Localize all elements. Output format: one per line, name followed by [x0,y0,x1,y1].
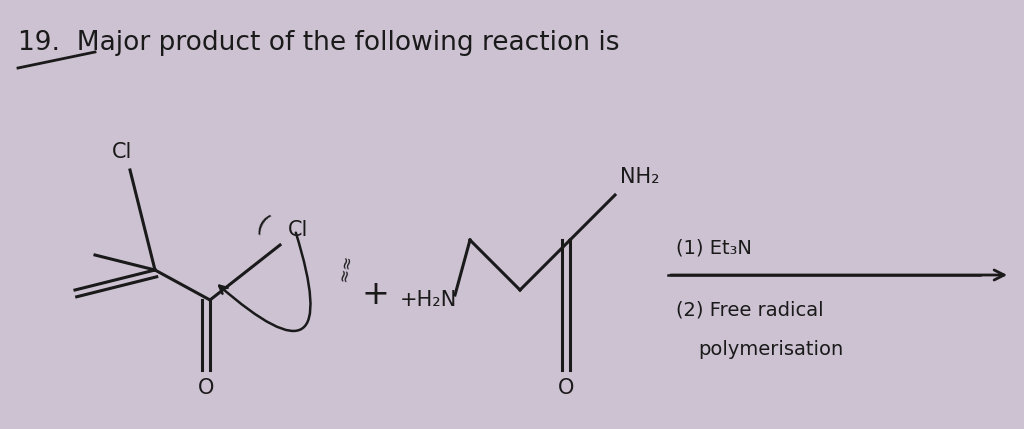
Text: (: ( [252,212,272,238]
Text: Cl: Cl [288,220,308,240]
Text: polymerisation: polymerisation [698,340,843,359]
Text: +: + [361,278,389,311]
Text: NH₂: NH₂ [620,167,659,187]
Text: ≈≈: ≈≈ [334,253,356,283]
Text: (2) Free radical: (2) Free radical [676,300,823,319]
Text: (1) Et₃N: (1) Et₃N [676,238,752,257]
Text: O: O [558,378,574,398]
Text: Cl: Cl [112,142,132,162]
Text: +H₂N: +H₂N [400,290,458,310]
Text: O: O [198,378,214,398]
Text: 19.  Major product of the following reaction is: 19. Major product of the following react… [18,30,620,56]
